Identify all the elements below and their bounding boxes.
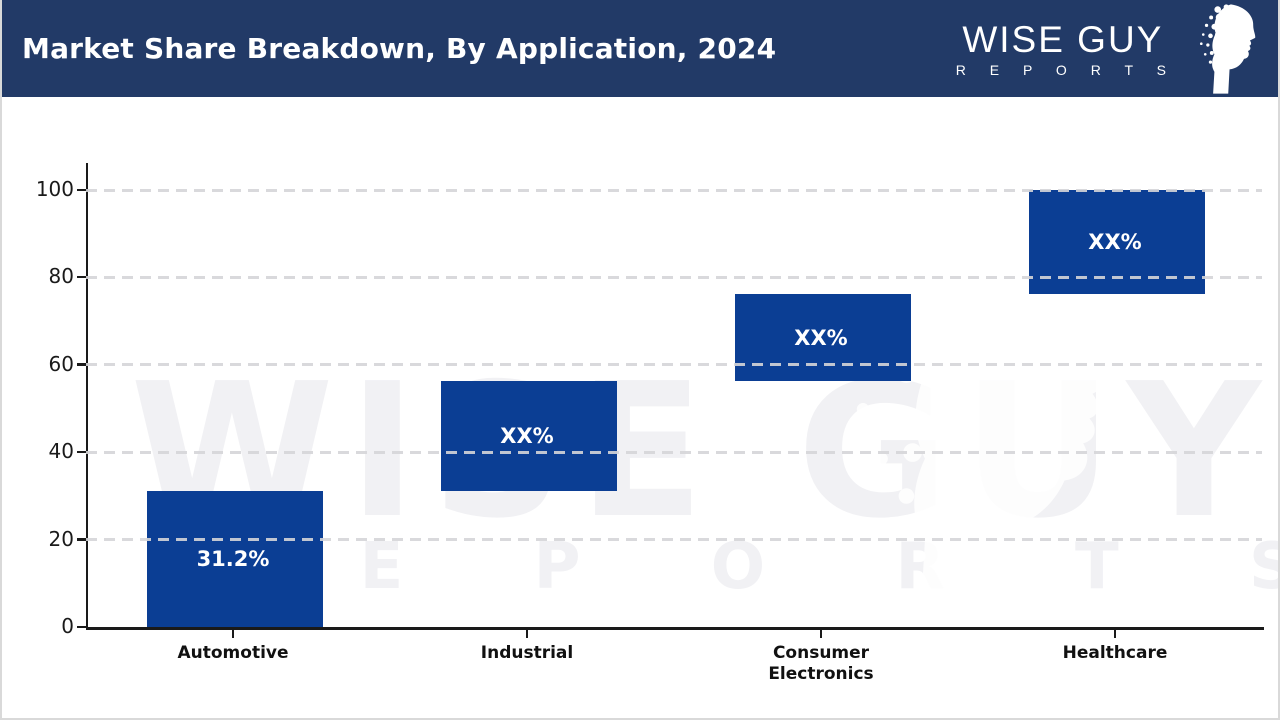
y-tick-mark [77,363,86,366]
bar-value-label: XX% [500,424,554,449]
bar-segment [147,490,323,627]
y-tick-mark [77,188,86,191]
bar-segment [735,294,911,382]
y-gridline [86,538,1262,542]
bar-value-label: 31.2% [196,546,270,571]
x-category-label: Healthcare [1062,643,1168,663]
y-tick-label: 20 [48,526,74,551]
wiseguy-logo: WISE GUY R E P O R T S [950,3,1264,95]
logo-face-icon [1199,3,1256,94]
y-tick-label: 60 [48,351,74,376]
y-tick-label: 0 [61,614,74,638]
x-tick-mark [819,630,823,638]
y-gridline [86,363,1262,367]
chart-title: Market Share Breakdown, By Application, … [22,32,777,65]
x-category-label: Consumer Electronics [768,643,874,685]
chart-area: WISE GUY R E P O R T S 0 20 40 60 80 100 31.2%… [2,97,1278,718]
y-tick-mark [77,538,86,541]
y-tick-mark [77,275,86,279]
y-gridline [86,188,1262,192]
y-tick-label: 40 [48,439,74,464]
logo-text: WISE GUY R E P O R T S [950,21,1176,77]
bar-value-label: XX% [1088,230,1142,254]
x-tick-mark [525,630,529,638]
y-tick-label: 80 [48,264,74,289]
logo-wordmark: WISE GUY [962,18,1164,60]
bar-value-label: XX% [794,325,848,350]
x-tick-mark [1113,630,1117,638]
logo-subtitle: R E P O R T S [955,61,1176,78]
x-category-label: Automotive [177,643,289,663]
watermark-subtitle: R E P O R T S [180,530,1278,604]
bar-segment [441,381,617,491]
header: Market Share Breakdown, By Application, … [2,0,1278,97]
y-gridline [86,450,1262,454]
y-tick-label: 100 [35,177,74,201]
y-tick-mark [77,450,86,454]
y-gridline [86,275,1262,279]
y-tick-mark [77,625,86,628]
x-category-label: Industrial [480,643,574,663]
x-tick-mark [231,630,235,638]
